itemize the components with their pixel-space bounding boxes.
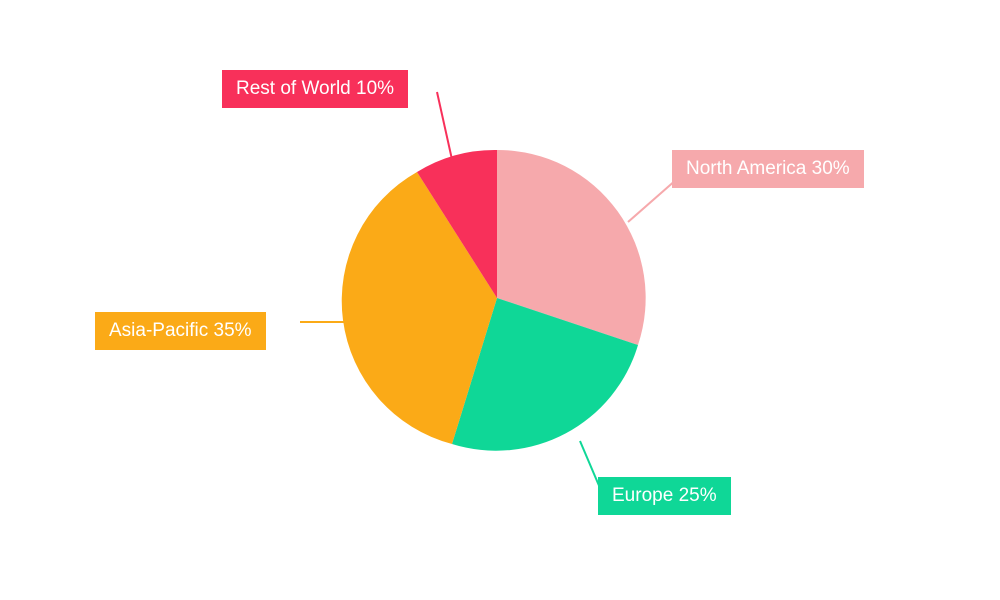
pie-chart-container: North America 30% Europe 25% Asia-Pacifi… (0, 0, 1000, 600)
label-north-america[interactable]: North America 30% (672, 150, 864, 188)
label-asia-pacific[interactable]: Asia-Pacific 35% (95, 312, 266, 350)
pie-chart-svg (0, 0, 1000, 600)
leader-line-europe (580, 441, 600, 488)
label-rest-of-world[interactable]: Rest of World 10% (222, 70, 408, 108)
label-europe[interactable]: Europe 25% (598, 477, 731, 515)
